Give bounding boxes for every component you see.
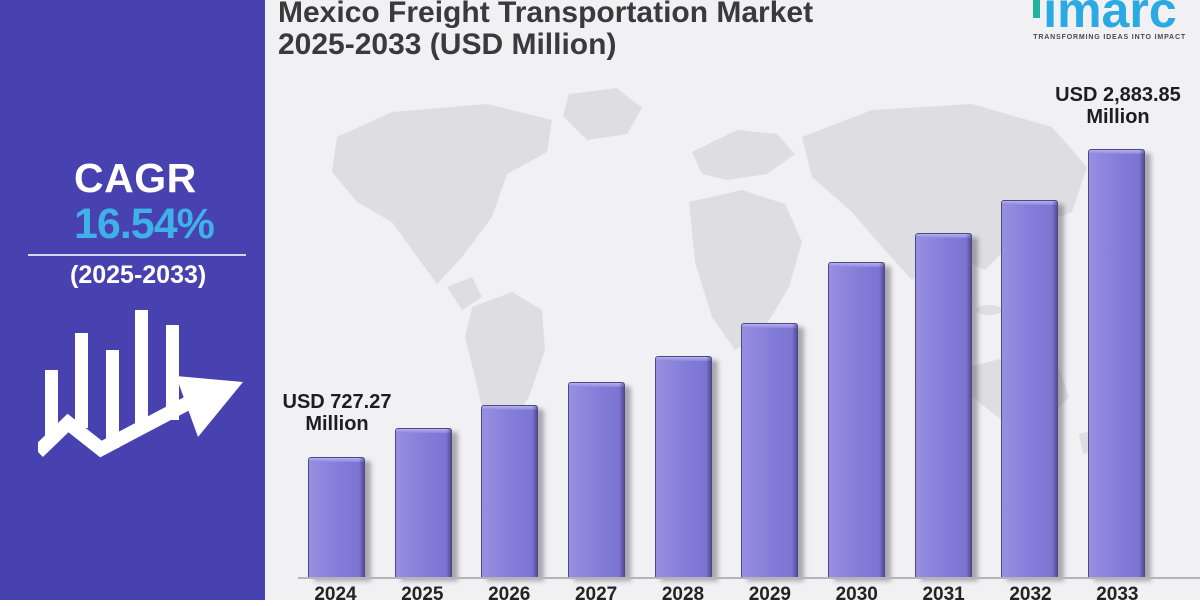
data-label-2033: USD 2,883.85 Million <box>1037 84 1199 128</box>
bar-2028 <box>654 356 712 577</box>
x-tick-2026: 2026 <box>488 584 531 605</box>
data-label-2033-value: USD 2,883.85 <box>1055 84 1181 106</box>
bar-2027 <box>567 382 625 577</box>
x-tick-2027: 2027 <box>574 584 618 605</box>
bar-2026 <box>481 405 539 577</box>
chart-area: Mexico Freight Transportation Market 202… <box>263 0 1200 605</box>
divider <box>28 254 246 256</box>
x-axis-line <box>298 577 1200 579</box>
logo-brand: imarc <box>1043 0 1177 38</box>
bar-2032 <box>1001 200 1059 577</box>
bars <box>308 147 1145 577</box>
data-label-2024-value: USD 727.27 <box>282 391 392 413</box>
data-label-2024: USD 727.27 Million <box>263 391 411 435</box>
x-tick-2033: 2033 <box>1096 584 1139 605</box>
cagr-period: (2025-2033) <box>70 261 207 289</box>
x-tick-2030: 2030 <box>835 584 878 605</box>
data-label-2033-unit: Million <box>1086 106 1150 128</box>
bar-2029 <box>741 323 799 577</box>
x-axis-labels: 2024 2025 2026 2027 2028 2029 2030 2031 2032 2033 <box>308 584 1145 606</box>
growth-chart-icon <box>38 310 243 458</box>
bar-2024 <box>308 457 365 577</box>
x-tick-2029: 2029 <box>748 584 792 605</box>
bar-2025 <box>394 428 452 577</box>
logo-tagline: TRANSFORMING IDEAS INTO IMPACT <box>1033 34 1186 41</box>
chart-title-line2: 2025-2033 (USD Million) <box>278 28 617 61</box>
cagr-value: 16.54% <box>74 200 215 248</box>
logo-mark-icon <box>1033 0 1041 18</box>
bar-2031 <box>914 233 972 577</box>
bar-2033 <box>1087 149 1145 577</box>
x-tick-2024: 2024 <box>314 584 357 605</box>
x-tick-2032: 2032 <box>1009 584 1052 605</box>
x-tick-2028: 2028 <box>661 584 705 605</box>
bar-2030 <box>827 262 885 577</box>
x-tick-2031: 2031 <box>922 584 965 605</box>
imarc-logo: imarc TRANSFORMING IDEAS INTO IMPACT <box>1033 0 1186 41</box>
chart-title-line1: Mexico Freight Transportation Market <box>278 0 814 29</box>
data-label-2024-unit: Million <box>305 413 369 435</box>
chart-title: Mexico Freight Transportation Market 202… <box>278 0 958 61</box>
sidebar: CAGR 16.54% (2025-2033) <box>0 0 265 600</box>
x-tick-2025: 2025 <box>401 584 444 605</box>
cagr-label: CAGR <box>74 155 197 201</box>
